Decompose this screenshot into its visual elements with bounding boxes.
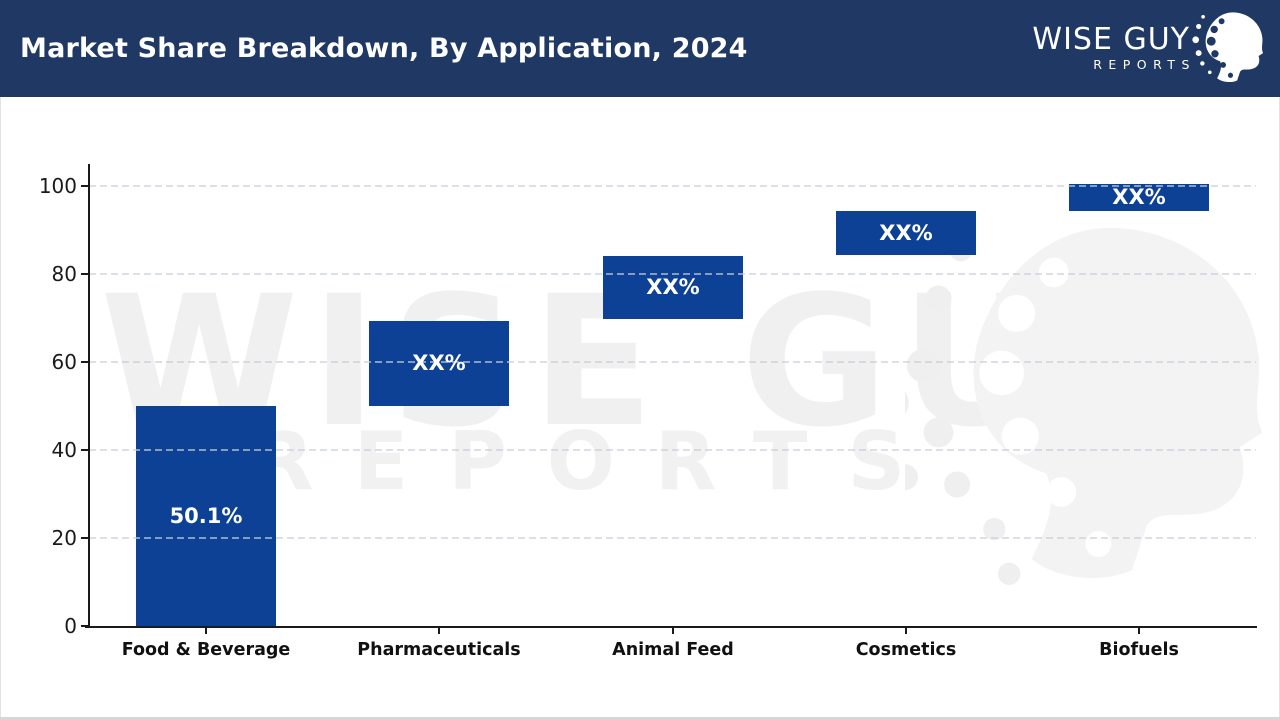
x-tick-cosmetics — [905, 628, 907, 634]
bar-value-label-cosmetics: XX% — [879, 221, 933, 245]
x-tick-biofuels — [1138, 628, 1140, 634]
bar-pharmaceuticals — [369, 321, 509, 406]
y-tick-100 — [81, 185, 89, 187]
logo-subtitle: REPORTS — [1093, 57, 1196, 73]
x-tick-food-and-beverage — [205, 628, 207, 634]
bar-value-label-pharmaceuticals: XX% — [412, 351, 466, 375]
y-tick-20 — [81, 537, 89, 539]
x-tick-label-animal-feed: Animal Feed — [612, 640, 734, 660]
brand-logo: WISE GUY REPORTS — [1032, 9, 1266, 89]
y-tick-label-100: 100 — [38, 174, 77, 198]
x-tick-label-food-and-beverage: Food & Beverage — [121, 640, 291, 660]
x-axis-line — [85, 626, 1257, 628]
y-tick-label-80: 80 — [51, 262, 77, 286]
x-tick-label-pharmaceuticals: Pharmaceuticals — [357, 640, 521, 660]
gridline-60 — [89, 361, 1256, 363]
bottom-strip — [0, 717, 1280, 720]
bar-value-label-animal-feed: XX% — [646, 275, 700, 299]
logo-wordmark: WISE GUY — [1032, 22, 1190, 58]
logo-face-icon — [1192, 11, 1264, 82]
bar-biofuels — [1069, 184, 1209, 211]
y-tick-60 — [81, 361, 89, 363]
y-tick-0 — [81, 625, 89, 627]
y-tick-label-60: 60 — [51, 350, 77, 374]
logo-text: WISE GUY REPORTS — [1032, 25, 1190, 72]
y-tick-label-0: 0 — [64, 614, 77, 638]
y-tick-label-20: 20 — [51, 526, 77, 550]
bar-value-label-biofuels: XX% — [1112, 185, 1166, 209]
bar-animal-feed — [603, 255, 743, 319]
x-tick-label-cosmetics: Cosmetics — [855, 640, 957, 660]
y-tick-40 — [81, 449, 89, 451]
bar-food-and-beverage — [136, 405, 276, 626]
x-tick-label-biofuels: Biofuels — [1099, 640, 1179, 660]
bar-value-label-food-and-beverage: 50.1% — [169, 504, 243, 528]
y-axis-line — [88, 164, 90, 628]
header: Market Share Breakdown, By Application, … — [0, 0, 1280, 97]
x-tick-animal-feed — [672, 628, 674, 634]
x-tick-pharmaceuticals — [438, 628, 440, 634]
page-title: Market Share Breakdown, By Application, … — [20, 33, 748, 64]
y-tick-80 — [81, 273, 89, 275]
y-tick-label-40: 40 — [51, 438, 77, 462]
